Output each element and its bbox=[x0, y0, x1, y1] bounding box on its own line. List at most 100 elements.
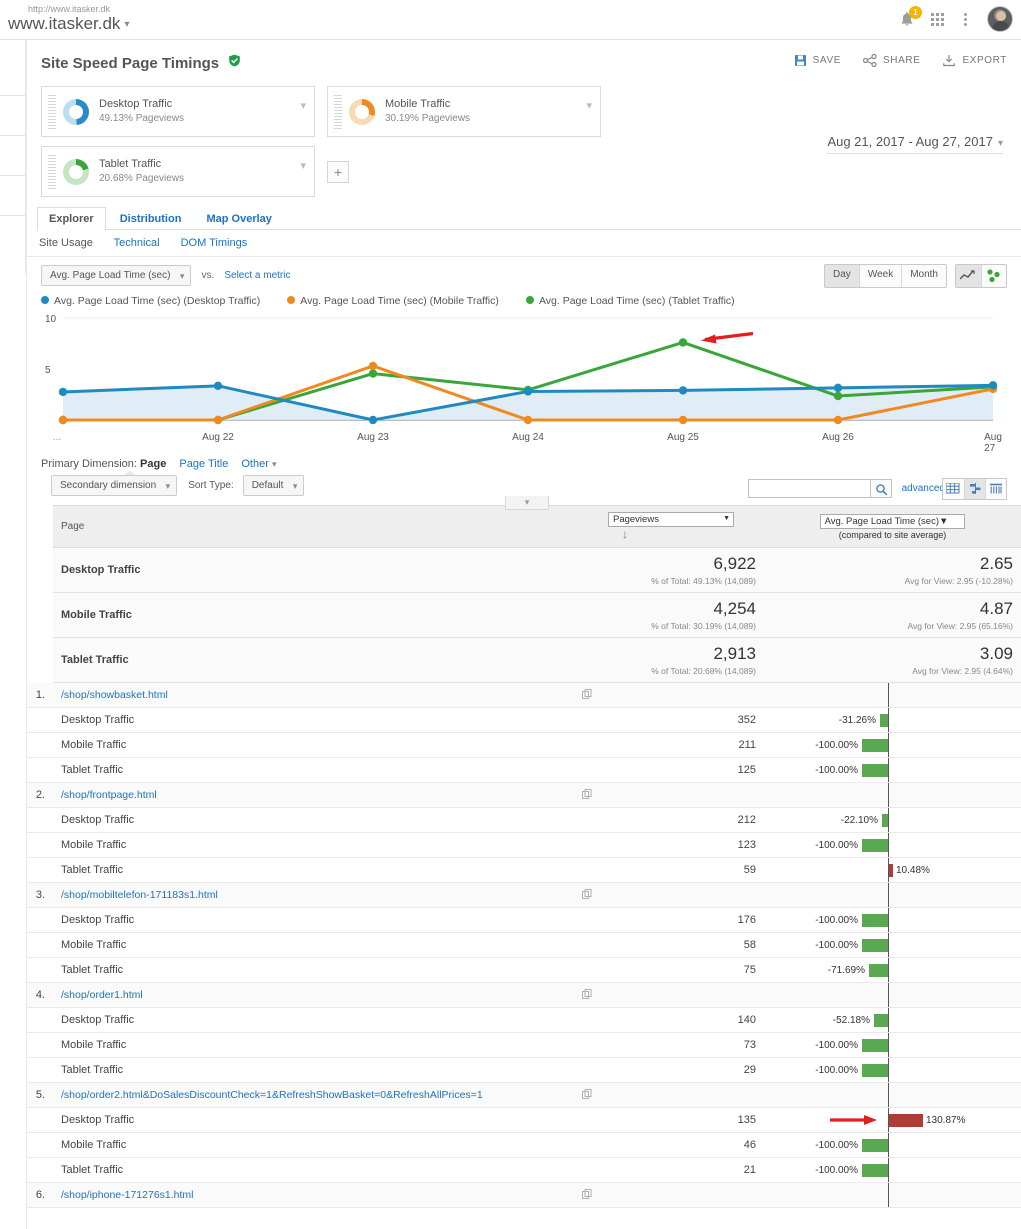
primary-dimension-page-title[interactable]: Page Title bbox=[179, 458, 229, 470]
legend-item-desktop[interactable]: Avg. Page Load Time (sec) (Desktop Traff… bbox=[41, 295, 260, 307]
page-url-link[interactable]: /shop/mobiltelefon-171183s1.html bbox=[61, 888, 218, 901]
segment-index bbox=[27, 807, 53, 833]
chevron-down-icon[interactable]: ▾ bbox=[300, 100, 306, 112]
legend-item-mobile[interactable]: Avg. Page Load Time (sec) (Mobile Traffi… bbox=[287, 295, 499, 307]
page-url-cell: /shop/order1.html bbox=[53, 982, 600, 1008]
summary-metric-value: 4.87 bbox=[979, 599, 1013, 618]
segment-row[interactable]: Tablet Traffic 21 -100.00% bbox=[27, 1157, 1021, 1183]
scatter-chart-icon[interactable] bbox=[981, 265, 1006, 287]
primary-dimension-other[interactable]: Other ▾ bbox=[241, 458, 276, 470]
summary-pageviews-value: 2,913 bbox=[713, 644, 756, 663]
save-button[interactable]: SAVE bbox=[794, 54, 841, 67]
subtab-site-usage[interactable]: Site Usage bbox=[39, 237, 93, 249]
secondary-dimension-select[interactable]: Secondary dimension ▾ bbox=[51, 475, 178, 496]
collapsed-sidebar-rail bbox=[0, 40, 26, 1229]
search-button[interactable] bbox=[869, 479, 892, 498]
segment-row[interactable]: Mobile Traffic 73 -100.00% bbox=[27, 1032, 1021, 1058]
segment-row[interactable]: Desktop Traffic 135 130.87% bbox=[27, 1107, 1021, 1133]
page-url-link[interactable]: /shop/frontpage.html bbox=[61, 788, 157, 801]
sort-desc-icon[interactable]: ↓ bbox=[622, 527, 628, 541]
segment-row[interactable]: Desktop Traffic 140 -52.18% bbox=[27, 1007, 1021, 1033]
segment-card-desktop-traffic[interactable]: Desktop Traffic 49.13% Pageviews ▾ bbox=[41, 86, 315, 137]
segment-card-mobile-traffic[interactable]: Mobile Traffic 30.19% Pageviews ▾ bbox=[327, 86, 601, 137]
tab-explorer[interactable]: Explorer bbox=[37, 207, 106, 231]
granularity-day[interactable]: Day bbox=[825, 265, 859, 287]
segment-row[interactable]: Mobile Traffic 46 -100.00% bbox=[27, 1132, 1021, 1158]
summary-pageviews: 6,922 % of Total: 49.13% (14,089) bbox=[600, 547, 764, 593]
export-button[interactable]: EXPORT bbox=[942, 54, 1007, 67]
primary-dimension-current[interactable]: Page bbox=[140, 458, 167, 470]
select-a-metric-link[interactable]: Select a metric bbox=[224, 270, 291, 281]
segment-comparison-cell: -100.00% bbox=[764, 757, 1021, 783]
table-view-icon[interactable] bbox=[943, 479, 964, 499]
legend-dot-icon bbox=[525, 296, 534, 304]
drag-handle-icon[interactable] bbox=[48, 94, 56, 129]
segment-row[interactable]: Tablet Traffic 29 -100.00% bbox=[27, 1057, 1021, 1083]
timeseries-chart[interactable]: 5 10 bbox=[41, 310, 999, 432]
open-in-new-window-icon[interactable] bbox=[582, 788, 592, 802]
waffle-apps-icon[interactable] bbox=[931, 12, 944, 26]
date-range-picker[interactable]: Aug 21, 2017 - Aug 27, 2017 ▾ bbox=[827, 134, 1003, 154]
chart-controls: Day Week Month bbox=[824, 264, 1007, 288]
open-in-new-window-icon[interactable] bbox=[582, 888, 592, 902]
open-in-new-window-icon[interactable] bbox=[582, 1188, 592, 1202]
drag-handle-icon[interactable] bbox=[334, 94, 342, 129]
account-switcher[interactable]: www.itasker.dk ▾ bbox=[8, 14, 129, 34]
chart-range-slider-handle[interactable] bbox=[505, 496, 549, 510]
chevron-down-icon[interactable]: ▾ bbox=[586, 100, 592, 112]
chevron-down-icon[interactable]: ▾ bbox=[300, 160, 306, 172]
open-in-new-window-icon[interactable] bbox=[582, 988, 592, 1002]
segment-row[interactable]: Desktop Traffic 176 -100.00% bbox=[27, 907, 1021, 933]
segment-index bbox=[27, 932, 53, 958]
page-url-link[interactable]: /shop/iphone-171276s1.html bbox=[61, 1188, 194, 1201]
drag-handle-icon[interactable] bbox=[48, 154, 56, 189]
segment-row[interactable]: Mobile Traffic 58 -100.00% bbox=[27, 932, 1021, 958]
segment-row[interactable]: Desktop Traffic 212 -22.10% bbox=[27, 807, 1021, 833]
line-chart-icon[interactable] bbox=[956, 265, 981, 287]
tab-distribution[interactable]: Distribution bbox=[119, 213, 182, 225]
segment-comparison-cell: -52.18% bbox=[764, 1007, 1021, 1033]
pivot-view-icon[interactable] bbox=[985, 479, 1006, 499]
segment-row[interactable]: Mobile Traffic 211 -100.00% bbox=[27, 732, 1021, 758]
page-group-row[interactable]: 3. /shop/mobiltelefon-171183s1.html bbox=[27, 882, 1021, 908]
segment-row[interactable]: Tablet Traffic 59 10.48% bbox=[27, 857, 1021, 883]
granularity-month[interactable]: Month bbox=[901, 265, 946, 287]
bell-icon[interactable]: 1 bbox=[899, 6, 922, 29]
segment-row[interactable]: Desktop Traffic 352 -31.26% bbox=[27, 707, 1021, 733]
page-group-row[interactable]: 4. /shop/order1.html bbox=[27, 982, 1021, 1008]
pageviews-select[interactable]: Pageviews ▼ bbox=[608, 512, 734, 527]
comparison-view-icon[interactable] bbox=[964, 479, 985, 499]
avatar[interactable] bbox=[987, 6, 1013, 32]
segment-row[interactable]: Tablet Traffic 125 -100.00% bbox=[27, 757, 1021, 783]
add-segment-button[interactable]: + bbox=[327, 160, 349, 183]
advanced-link[interactable]: advanced bbox=[901, 483, 945, 494]
page-url-link[interactable]: /shop/order1.html bbox=[61, 988, 143, 1001]
page-group-row[interactable]: 6. /shop/iphone-171276s1.html bbox=[27, 1182, 1021, 1208]
legend-item-tablet[interactable]: Avg. Page Load Time (sec) (Tablet Traffi… bbox=[525, 295, 735, 307]
sort-type-select[interactable]: Default ▾ bbox=[242, 475, 305, 496]
tab-map-overlay[interactable]: Map Overlay bbox=[206, 213, 272, 225]
share-button[interactable]: SHARE bbox=[863, 54, 920, 67]
segment-card-tablet-traffic[interactable]: Tablet Traffic 20.68% Pageviews ▾ bbox=[41, 146, 315, 197]
metric2-select-value: Avg. Page Load Time (sec) bbox=[824, 515, 939, 527]
subtab-dom-timings[interactable]: DOM Timings bbox=[180, 237, 248, 249]
segment-row[interactable]: Tablet Traffic 75 -71.69% bbox=[27, 957, 1021, 983]
open-in-new-window-icon[interactable] bbox=[582, 688, 592, 702]
summary-row[interactable]: Desktop Traffic 6,922 % of Total: 49.13%… bbox=[27, 547, 1021, 593]
open-in-new-window-icon[interactable] bbox=[582, 1088, 592, 1102]
metric-select[interactable]: Avg. Page Load Time (sec) ▾ bbox=[41, 265, 192, 286]
header-page[interactable]: Page bbox=[53, 505, 600, 548]
kebab-menu-icon[interactable] bbox=[958, 12, 973, 26]
summary-row[interactable]: Tablet Traffic 2,913 % of Total: 20.68% … bbox=[27, 637, 1021, 683]
page-group-row[interactable]: 1. /shop/showbasket.html bbox=[27, 682, 1021, 708]
segment-row[interactable]: Mobile Traffic 123 -100.00% bbox=[27, 832, 1021, 858]
page-group-row[interactable]: 2. /shop/frontpage.html bbox=[27, 782, 1021, 808]
granularity-week[interactable]: Week bbox=[858, 265, 902, 287]
page-url-link[interactable]: /shop/order2.html&DoSalesDiscountCheck=1… bbox=[61, 1088, 483, 1101]
metric2-select[interactable]: Avg. Page Load Time (sec)▼ bbox=[819, 513, 966, 529]
search-input[interactable] bbox=[747, 479, 870, 498]
subtab-technical[interactable]: Technical bbox=[113, 237, 160, 249]
summary-row[interactable]: Mobile Traffic 4,254 % of Total: 30.19% … bbox=[27, 592, 1021, 638]
page-url-link[interactable]: /shop/showbasket.html bbox=[61, 688, 168, 701]
page-group-row[interactable]: 5. /shop/order2.html&DoSalesDiscountChec… bbox=[27, 1082, 1021, 1108]
